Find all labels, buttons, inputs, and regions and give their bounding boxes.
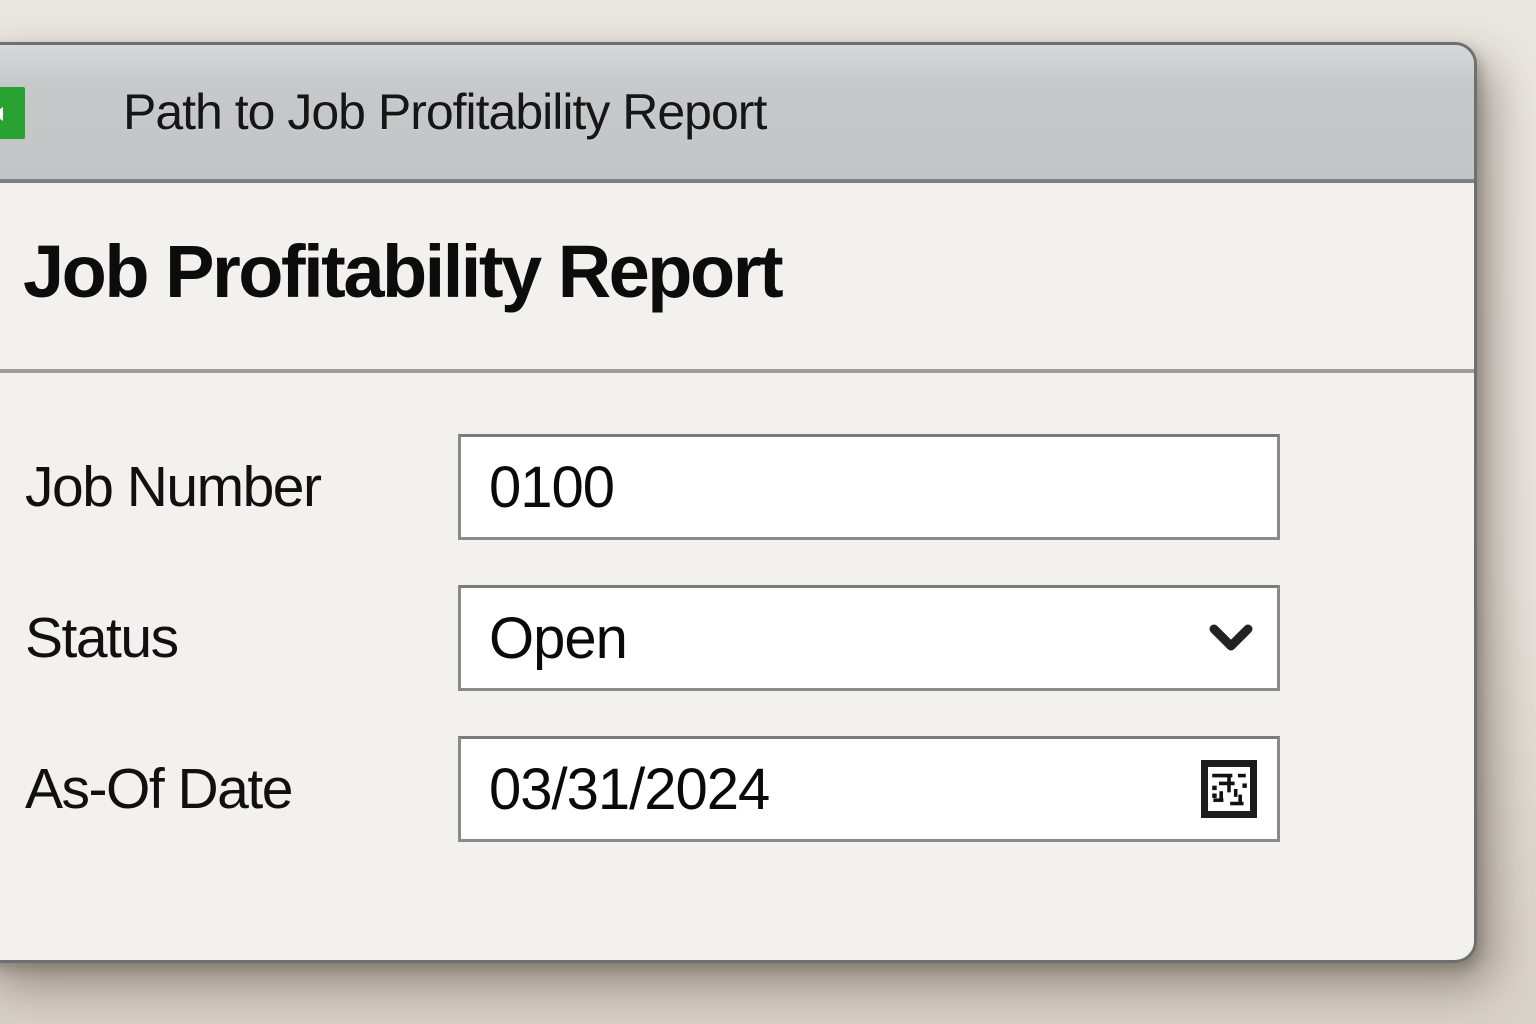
job-number-value: 0100 — [489, 454, 615, 520]
divider — [0, 369, 1474, 373]
calendar-icon[interactable] — [1201, 760, 1257, 818]
status-value: Open — [489, 605, 628, 671]
status-label: Status — [25, 606, 179, 670]
report-form: Job Number 0100 Status Open As-Of Date 0… — [0, 434, 1474, 842]
job-number-input[interactable]: 0100 — [458, 434, 1280, 540]
job-number-row: Job Number 0100 — [0, 434, 1474, 540]
page-title: Job Profitability Report — [23, 230, 784, 313]
window-title: Path to Job Profitability Report — [123, 84, 767, 140]
status-select[interactable]: Open — [458, 585, 1280, 691]
green-app-icon[interactable] — [0, 87, 25, 139]
as-of-date-row: As-Of Date 03/31/2024 — [0, 736, 1474, 842]
as-of-date-value: 03/31/2024 — [489, 756, 770, 822]
as-of-date-input[interactable]: 03/31/2024 — [458, 736, 1280, 842]
window-titlebar[interactable]: Path to Job Profitability Report — [0, 45, 1474, 183]
job-number-label: Job Number — [25, 455, 322, 519]
status-row: Status Open — [0, 585, 1474, 691]
chevron-down-icon — [1209, 624, 1253, 651]
report-dialog-window: Path to Job Profitability Report Job Pro… — [0, 42, 1477, 963]
window-body: Job Profitability Report Job Number 0100… — [0, 229, 1474, 842]
as-of-date-label: As-Of Date — [25, 757, 293, 821]
